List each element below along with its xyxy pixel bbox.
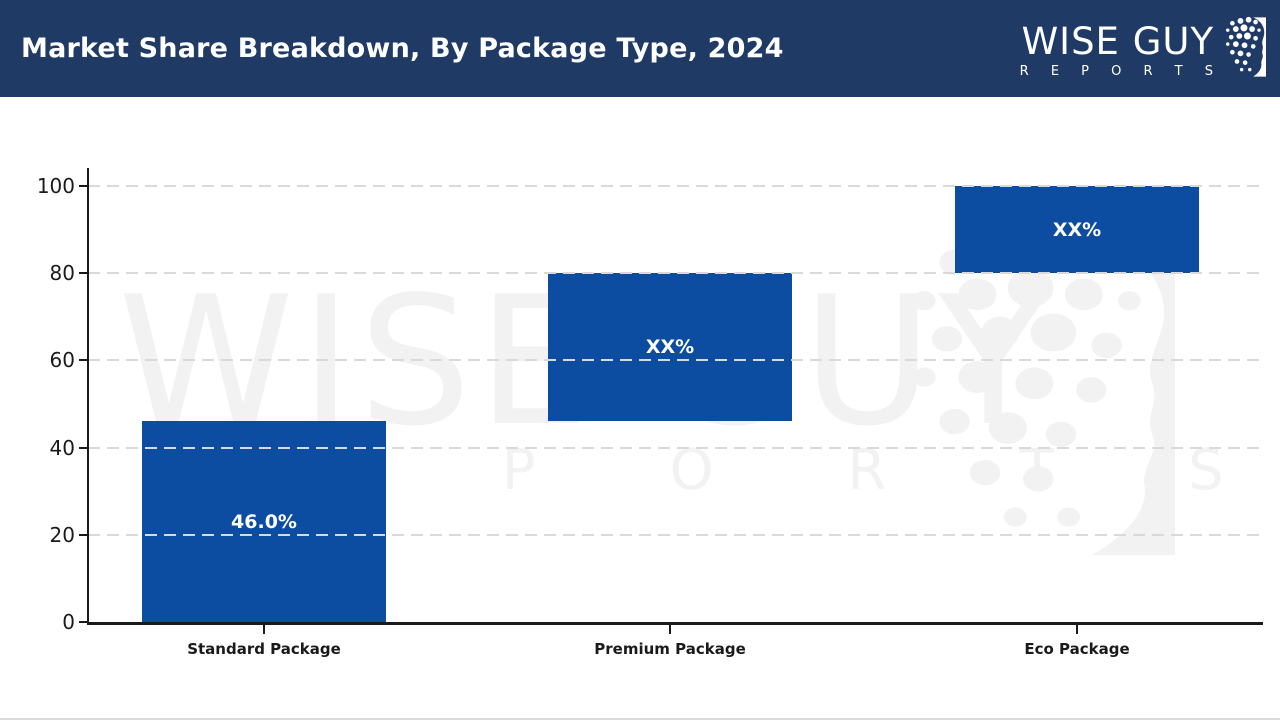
- logo-text: WISE GUY R E P O R T S: [1014, 23, 1222, 78]
- x-axis-tick: [1076, 625, 1078, 634]
- y-axis-tick: [79, 185, 88, 187]
- x-axis-label: Standard Package: [187, 640, 341, 658]
- gridline: [88, 533, 1260, 536]
- y-axis-tick-label: 60: [49, 348, 75, 373]
- y-axis-tick-label: 0: [62, 610, 75, 634]
- y-axis-tick-label: 80: [49, 261, 75, 286]
- gridline: [88, 185, 1260, 187]
- y-axis-tick: [79, 533, 88, 536]
- bar-value-label: 46.0%: [231, 510, 297, 533]
- page-title: Market Share Breakdown, By Package Type,…: [21, 33, 784, 64]
- bar-value-label: XX%: [1052, 218, 1102, 241]
- x-axis-label: Premium Package: [594, 640, 746, 658]
- bottom-divider: [0, 718, 1280, 720]
- x-axis-label: Eco Package: [1024, 640, 1130, 658]
- header-bar: Market Share Breakdown, By Package Type,…: [0, 0, 1280, 97]
- y-axis-tick: [79, 621, 88, 623]
- y-axis-tick-label: 40: [49, 435, 75, 460]
- logo-wordmark: WISE GUY: [1021, 19, 1215, 63]
- bar: [955, 186, 1199, 274]
- y-axis-tick: [79, 446, 88, 449]
- logo-subtitle: R E P O R T S: [1019, 63, 1222, 79]
- y-axis-tick: [79, 359, 88, 362]
- x-axis-tick: [669, 625, 671, 634]
- bar: [142, 421, 386, 622]
- x-axis-line: [87, 622, 1263, 625]
- wise-guy-reports-logo: WISE GUY R E P O R T S: [1014, 6, 1266, 94]
- dotted-face-icon: [1225, 16, 1266, 77]
- bar-value-label: XX%: [645, 336, 695, 359]
- y-axis-tick-label: 20: [49, 522, 75, 547]
- x-axis-tick: [263, 625, 265, 634]
- bar: [548, 273, 792, 422]
- gridline: [88, 359, 1260, 362]
- gridline: [88, 272, 1260, 275]
- y-axis-line: [87, 168, 89, 625]
- gridline: [88, 446, 1260, 449]
- y-axis-tick: [79, 272, 88, 275]
- y-axis-tick-label: 100: [36, 174, 75, 198]
